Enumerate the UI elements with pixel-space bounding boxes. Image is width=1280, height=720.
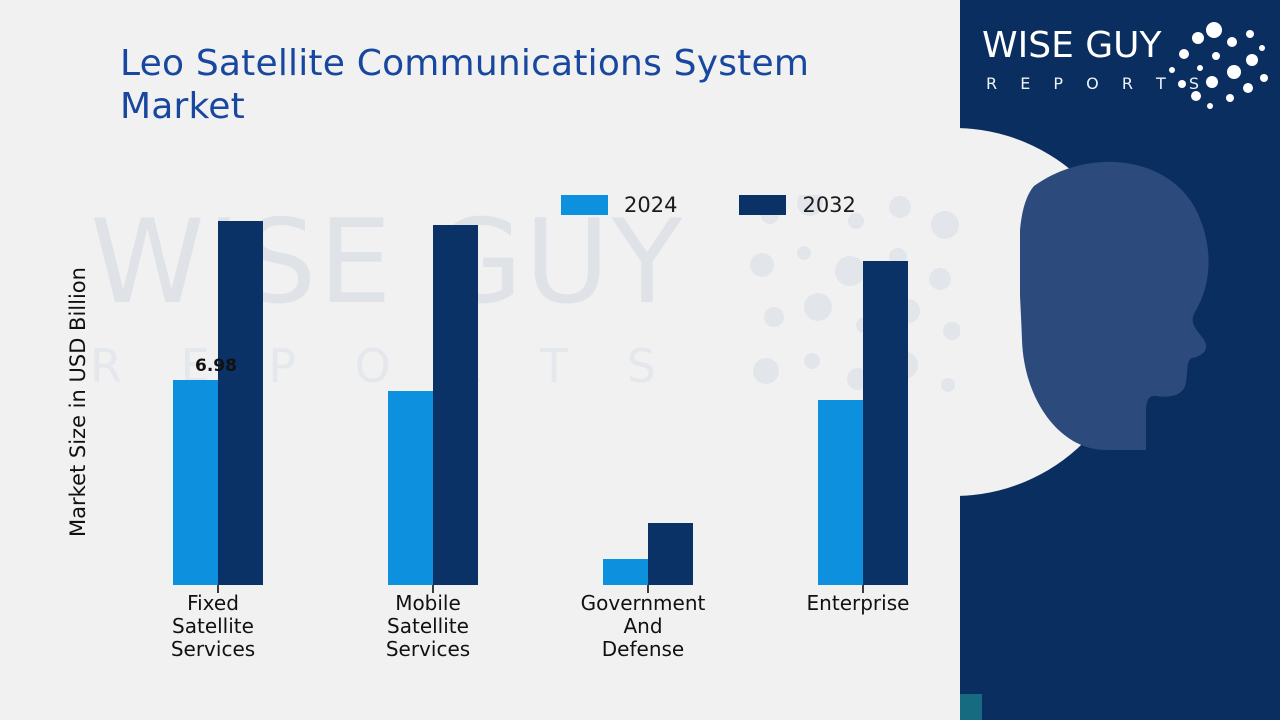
x-axis-label-2-line-0: Government	[580, 591, 706, 615]
bar-2024-2[interactable]	[603, 559, 648, 585]
bar-group-3	[808, 215, 918, 593]
x-axis-label-2: Government And Defense	[558, 591, 728, 662]
brand-name: WISE GUY	[982, 25, 1162, 66]
legend-label-2024: 2024	[624, 193, 678, 217]
legend-swatch-2032	[739, 195, 787, 215]
x-axis-label-1-line-1: Satellite	[387, 614, 469, 639]
brand-dots-icon	[1169, 22, 1268, 109]
bar-2032-2[interactable]	[648, 523, 693, 585]
legend-swatch-2024	[561, 195, 608, 215]
legend-item-2032[interactable]: 2032	[739, 193, 856, 217]
bar-2024-1[interactable]	[388, 391, 433, 585]
brand-logo: WISE GUY R E P O R T S	[982, 22, 1268, 109]
bar-2032-0[interactable]	[218, 221, 263, 585]
x-axis-tick-1	[432, 585, 434, 593]
plot-area: 6.98	[110, 215, 940, 593]
legend-label-2032: 2032	[802, 193, 856, 217]
legend-item-2024[interactable]: 2024	[561, 193, 677, 217]
x-axis-label-0-line-0: Fixed	[187, 591, 239, 615]
x-axis-label-2-line-1: And	[623, 614, 663, 639]
x-axis-label-3: Enterprise	[788, 591, 928, 615]
bar-2032-3[interactable]	[863, 261, 908, 585]
bar-value-label-0: 6.98	[195, 356, 237, 376]
x-axis-label-0-line-1: Satellite	[172, 614, 254, 639]
x-axis-label-3-line-0: Enterprise	[806, 591, 910, 615]
brand-panel: WISE GUY R E P O R T S	[960, 0, 1280, 720]
x-axis-label-0: Fixed Satellite Services	[143, 591, 283, 662]
bar-group-2	[593, 215, 703, 593]
bar-2024-3[interactable]	[818, 400, 863, 585]
y-axis-label: Market Size in USD Billion	[66, 267, 90, 537]
head-profile-icon	[1020, 161, 1209, 450]
x-axis-label-2-line-2: Defense	[601, 637, 685, 662]
chart-legend: 2024 2032	[561, 193, 856, 217]
x-axis-tick-0	[217, 585, 219, 593]
x-axis-label-1-line-0: Mobile	[395, 591, 461, 615]
bar-2032-1[interactable]	[433, 225, 478, 585]
x-axis-label-0-line-2: Services	[170, 637, 256, 662]
x-axis-label-1: Mobile Satellite Services	[358, 591, 498, 662]
panel-teal-accent	[960, 694, 982, 720]
bar-2024-0[interactable]	[173, 380, 218, 585]
brand-tagline: R E P O R T S	[986, 74, 1209, 93]
bar-group-0: 6.98	[163, 215, 273, 593]
x-axis-tick-3	[862, 585, 864, 593]
page-title: Leo Satellite Communications System Mark…	[120, 43, 810, 128]
bar-group-1	[378, 215, 488, 593]
x-axis-tick-2	[647, 585, 649, 593]
x-axis-label-1-line-2: Services	[385, 637, 471, 662]
